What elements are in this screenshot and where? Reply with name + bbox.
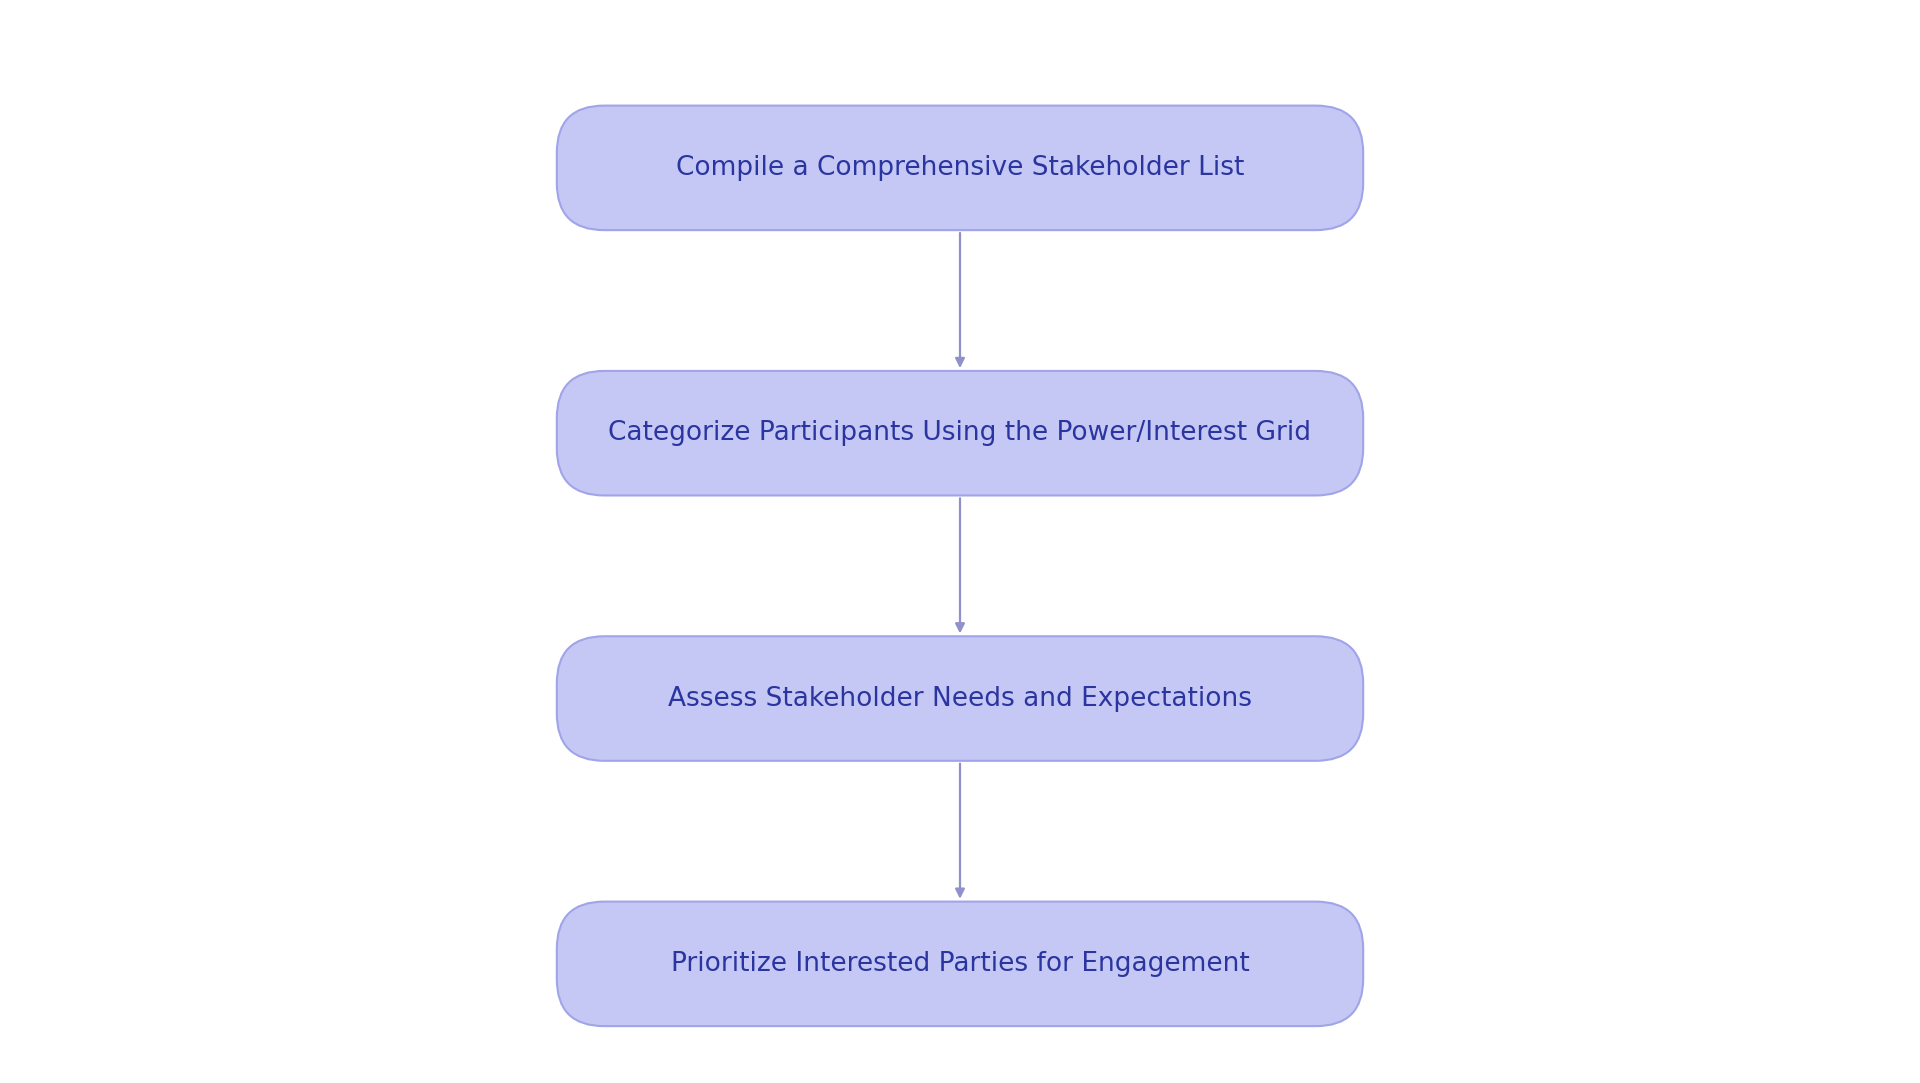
FancyBboxPatch shape <box>557 637 1363 760</box>
Text: Assess Stakeholder Needs and Expectations: Assess Stakeholder Needs and Expectation… <box>668 686 1252 712</box>
Text: Compile a Comprehensive Stakeholder List: Compile a Comprehensive Stakeholder List <box>676 155 1244 181</box>
FancyBboxPatch shape <box>557 371 1363 496</box>
Text: Prioritize Interested Parties for Engagement: Prioritize Interested Parties for Engage… <box>670 951 1250 977</box>
FancyBboxPatch shape <box>557 106 1363 231</box>
Text: Categorize Participants Using the Power/Interest Grid: Categorize Participants Using the Power/… <box>609 420 1311 446</box>
FancyBboxPatch shape <box>557 901 1363 1027</box>
